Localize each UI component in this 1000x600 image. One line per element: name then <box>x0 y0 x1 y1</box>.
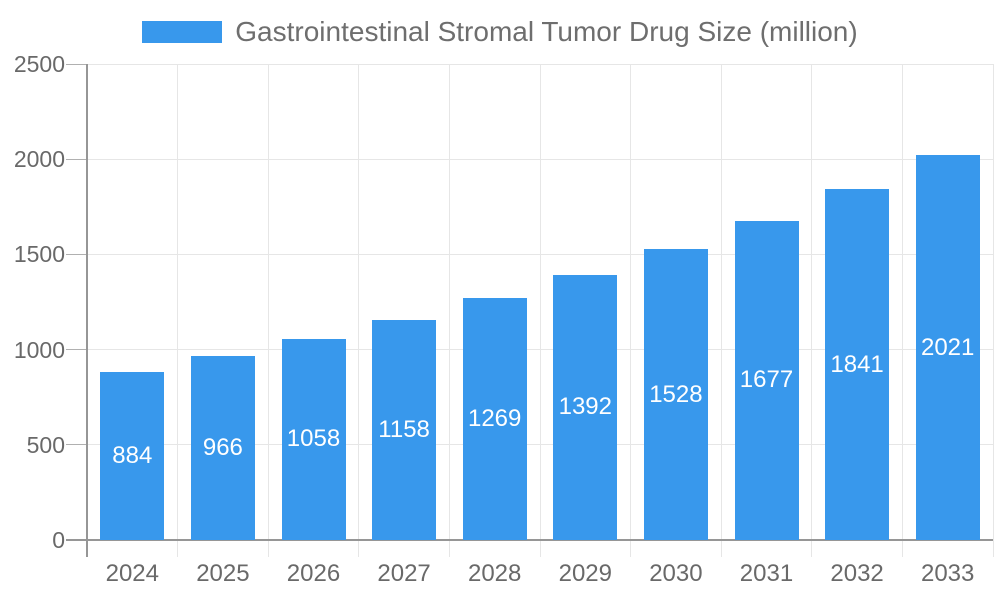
gridline-vertical <box>448 64 450 557</box>
x-axis-label: 2029 <box>558 560 612 587</box>
bar-value-label: 1392 <box>558 393 612 421</box>
bar-2026[interactable]: 1058 <box>281 338 346 540</box>
y-axis-label: 500 <box>26 431 65 458</box>
gridline-vertical <box>901 64 903 557</box>
y-axis-label: 2500 <box>13 51 65 77</box>
y-axis-label: 1500 <box>13 241 65 268</box>
bar-value-label: 1269 <box>467 405 522 433</box>
bar-2028[interactable]: 1269 <box>462 298 527 540</box>
gridline-vertical <box>267 64 269 557</box>
gridline-vertical <box>811 64 813 557</box>
bar-value-label: 1841 <box>830 350 884 378</box>
x-axis-line <box>66 539 993 541</box>
y-axis-tick <box>66 444 87 446</box>
legend-swatch <box>142 21 223 43</box>
y-axis-label: 0 <box>52 527 65 553</box>
x-axis-label: 2028 <box>467 560 522 587</box>
x-axis-label: 2033 <box>920 560 975 587</box>
bar-2025[interactable]: 966 <box>190 356 255 540</box>
x-axis-label: 2030 <box>649 560 703 587</box>
bar-2027[interactable]: 1158 <box>372 319 437 540</box>
y-axis-line <box>86 64 88 557</box>
bar-2029[interactable]: 1392 <box>553 274 618 540</box>
gridline-vertical <box>720 64 722 557</box>
y-axis-tick <box>66 158 87 160</box>
bar-value-label: 884 <box>112 441 153 469</box>
legend-label: Gastrointestinal Stromal Tumor Drug Size… <box>235 16 858 47</box>
x-axis-label: 2024 <box>105 560 159 587</box>
bar-value-label: 1528 <box>649 380 703 408</box>
bar-2024[interactable]: 884 <box>100 371 165 540</box>
gridline-vertical <box>539 64 541 557</box>
plot-area: 884 2024 966 2025 1058 2026 1158 2027 1269 2028 13… <box>66 63 994 587</box>
gridline-vertical <box>992 64 994 557</box>
x-axis-label: 2032 <box>830 560 884 587</box>
bar-value-label: 1677 <box>739 366 794 394</box>
gridline-vertical <box>358 64 360 557</box>
bar-2030[interactable]: 1528 <box>643 249 708 540</box>
x-axis-label: 2025 <box>196 560 250 587</box>
bar-2031[interactable]: 1677 <box>734 220 799 540</box>
x-axis-label: 2027 <box>377 560 431 587</box>
x-axis-label: 2031 <box>739 560 794 587</box>
bar-2033[interactable]: 2021 <box>915 155 980 540</box>
y-axis-label: 1000 <box>13 336 65 363</box>
bar-value-label: 966 <box>202 434 243 462</box>
gridline-vertical <box>177 64 179 557</box>
x-axis-label: 2026 <box>286 560 341 587</box>
y-axis-tick <box>66 349 87 351</box>
chart-legend[interactable]: Gastrointestinal Stromal Tumor Drug Size… <box>0 16 1000 47</box>
y-axis-tick <box>66 253 87 255</box>
bar-2032[interactable]: 1841 <box>825 189 890 540</box>
bar-value-label: 1058 <box>286 425 341 453</box>
gridline-vertical <box>630 64 632 557</box>
y-axis-label: 2000 <box>13 146 65 173</box>
bar-value-label: 1158 <box>378 415 430 443</box>
bar-value-label: 2021 <box>920 333 975 361</box>
y-axis-tick <box>66 63 87 65</box>
